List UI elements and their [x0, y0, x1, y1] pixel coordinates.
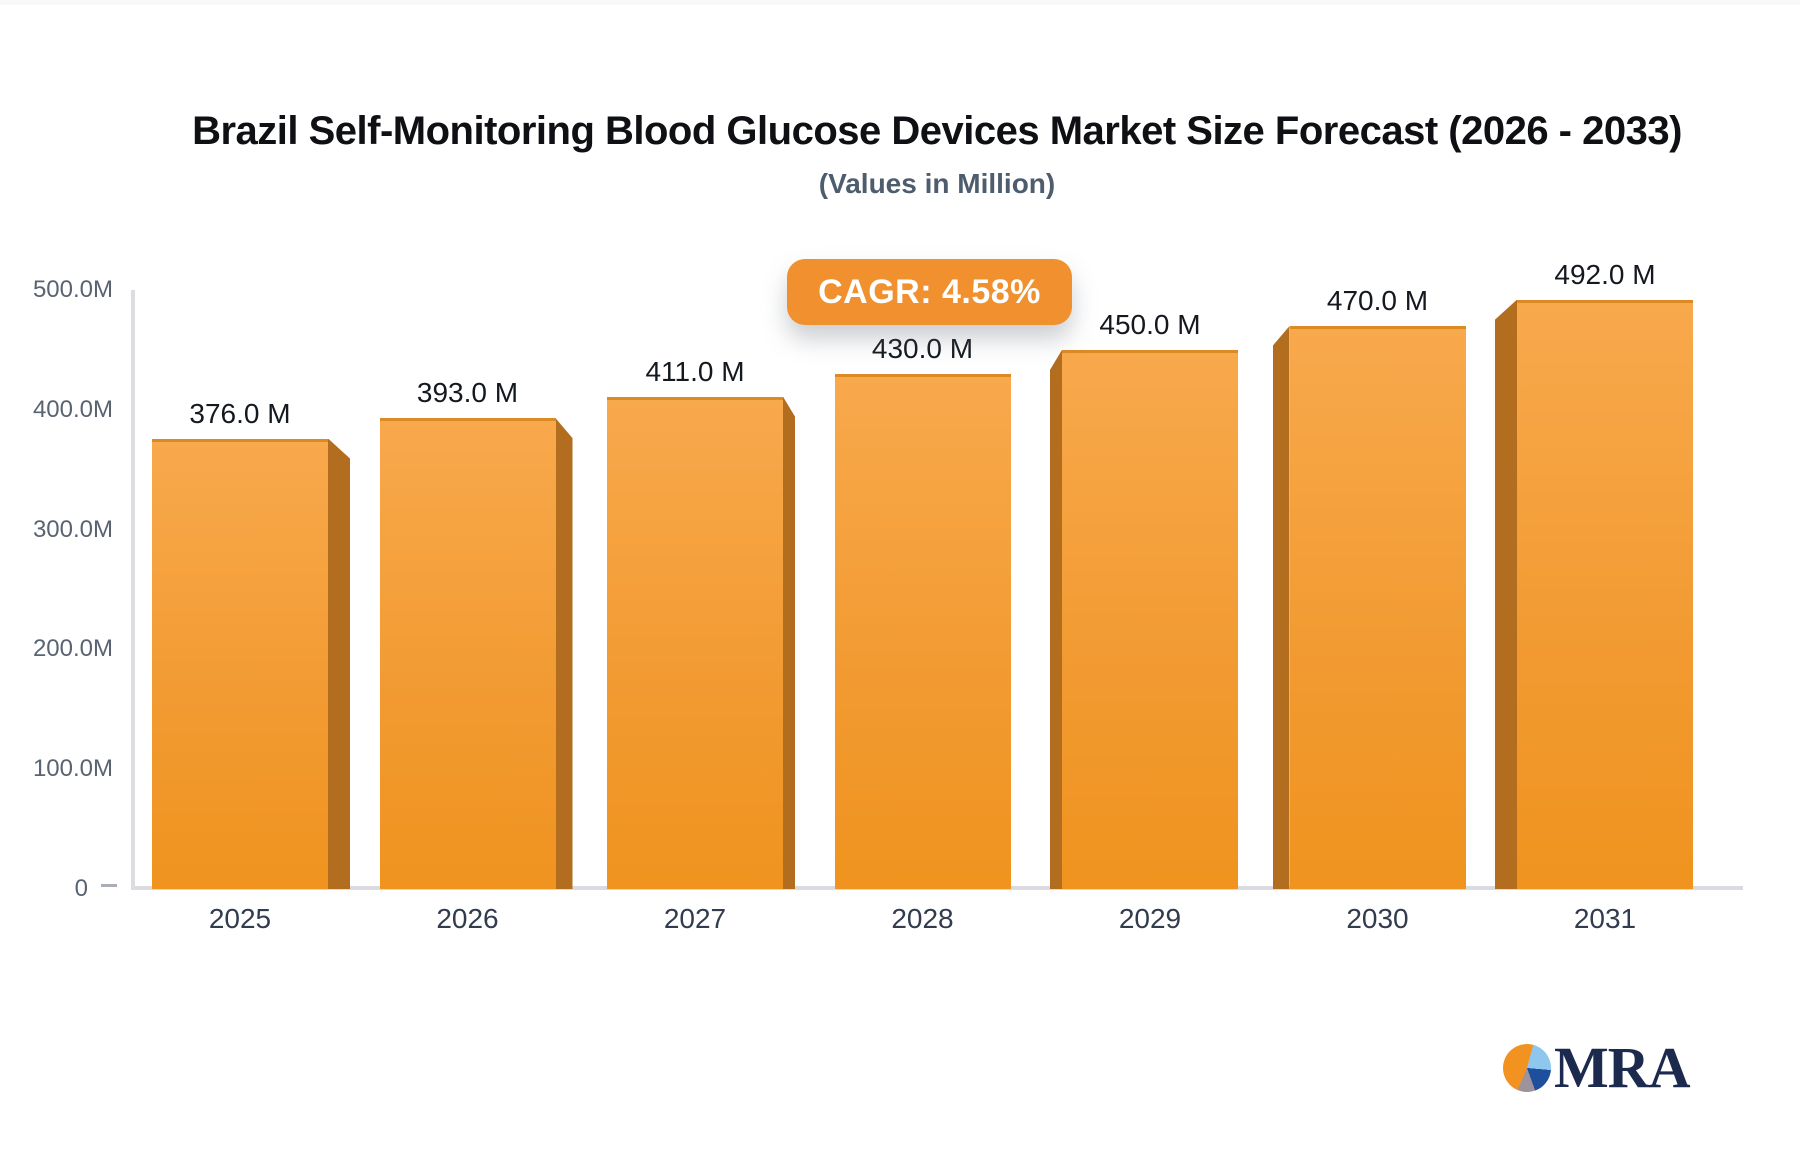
bar-value-label-2029: 450.0 M	[1099, 308, 1201, 340]
bar-side-face-2027	[783, 396, 795, 889]
bar-value-label-2031: 492.0 M	[1554, 258, 1656, 290]
page-title: Brazil Self-Monitoring Blood Glucose Dev…	[192, 109, 1682, 153]
x-axis-label-2026: 2026	[436, 903, 499, 934]
bar-value-label-2028: 430.0 M	[871, 332, 974, 364]
bar-value-label-2030: 470.0 M	[1326, 284, 1429, 316]
y-axis-label-300.0M: 300.0M	[32, 515, 113, 543]
x-axis-label-2028: 2028	[891, 903, 954, 934]
bar-2025	[152, 438, 328, 889]
x-axis-label-2025: 2025	[208, 903, 272, 934]
bar-2028	[834, 373, 1011, 889]
x-axis-label-2031: 2031	[1573, 903, 1637, 934]
bar-2029	[1062, 349, 1238, 889]
bar-value-label-2025: 376.0 M	[189, 397, 291, 429]
title-wrap: Brazil Self-Monitoring Blood Glucose Dev…	[74, 108, 1800, 154]
bar-side-face-2030	[1272, 325, 1290, 889]
bar-side-face-2025	[328, 438, 350, 889]
bar-2027	[607, 396, 783, 889]
bar-2030	[1289, 325, 1466, 889]
y-axis-label-200.0M: 200.0M	[32, 635, 113, 663]
cagr-badge: CAGR: 4.58%	[787, 259, 1072, 325]
logo-text: MRA	[1554, 1035, 1691, 1100]
y-axis-label-400.0M: 400.0M	[32, 395, 113, 423]
bar-side-face-2031	[1495, 299, 1517, 889]
x-axis-label-2027: 2027	[663, 903, 727, 934]
bar-value-label-2026: 393.0 M	[416, 377, 519, 409]
y-axis-line	[131, 290, 135, 890]
page-subtitle: (Values in Million)	[818, 168, 1056, 199]
cagr-badge-label: CAGR: 4.58%	[818, 272, 1041, 311]
y-axis-label-0: 0	[74, 875, 88, 902]
y-axis-label-100.0M: 100.0M	[32, 755, 113, 783]
pie-chart-logo-icon	[1503, 1044, 1551, 1092]
bar-side-face-2029	[1050, 349, 1062, 889]
x-axis-label-2030: 2030	[1346, 903, 1409, 934]
bar-2026	[379, 418, 556, 889]
mra-logo: MRA	[1503, 1035, 1691, 1100]
x-axis-label-2029: 2029	[1118, 903, 1182, 934]
bar-2031	[1517, 299, 1693, 889]
bar-side-face-2026	[555, 418, 573, 889]
y-axis-label-500.0M: 500.0M	[32, 276, 113, 303]
top-strip	[0, 0, 1800, 5]
zero-tick-mark	[101, 884, 117, 887]
bar-value-label-2027: 411.0 M	[645, 355, 745, 387]
